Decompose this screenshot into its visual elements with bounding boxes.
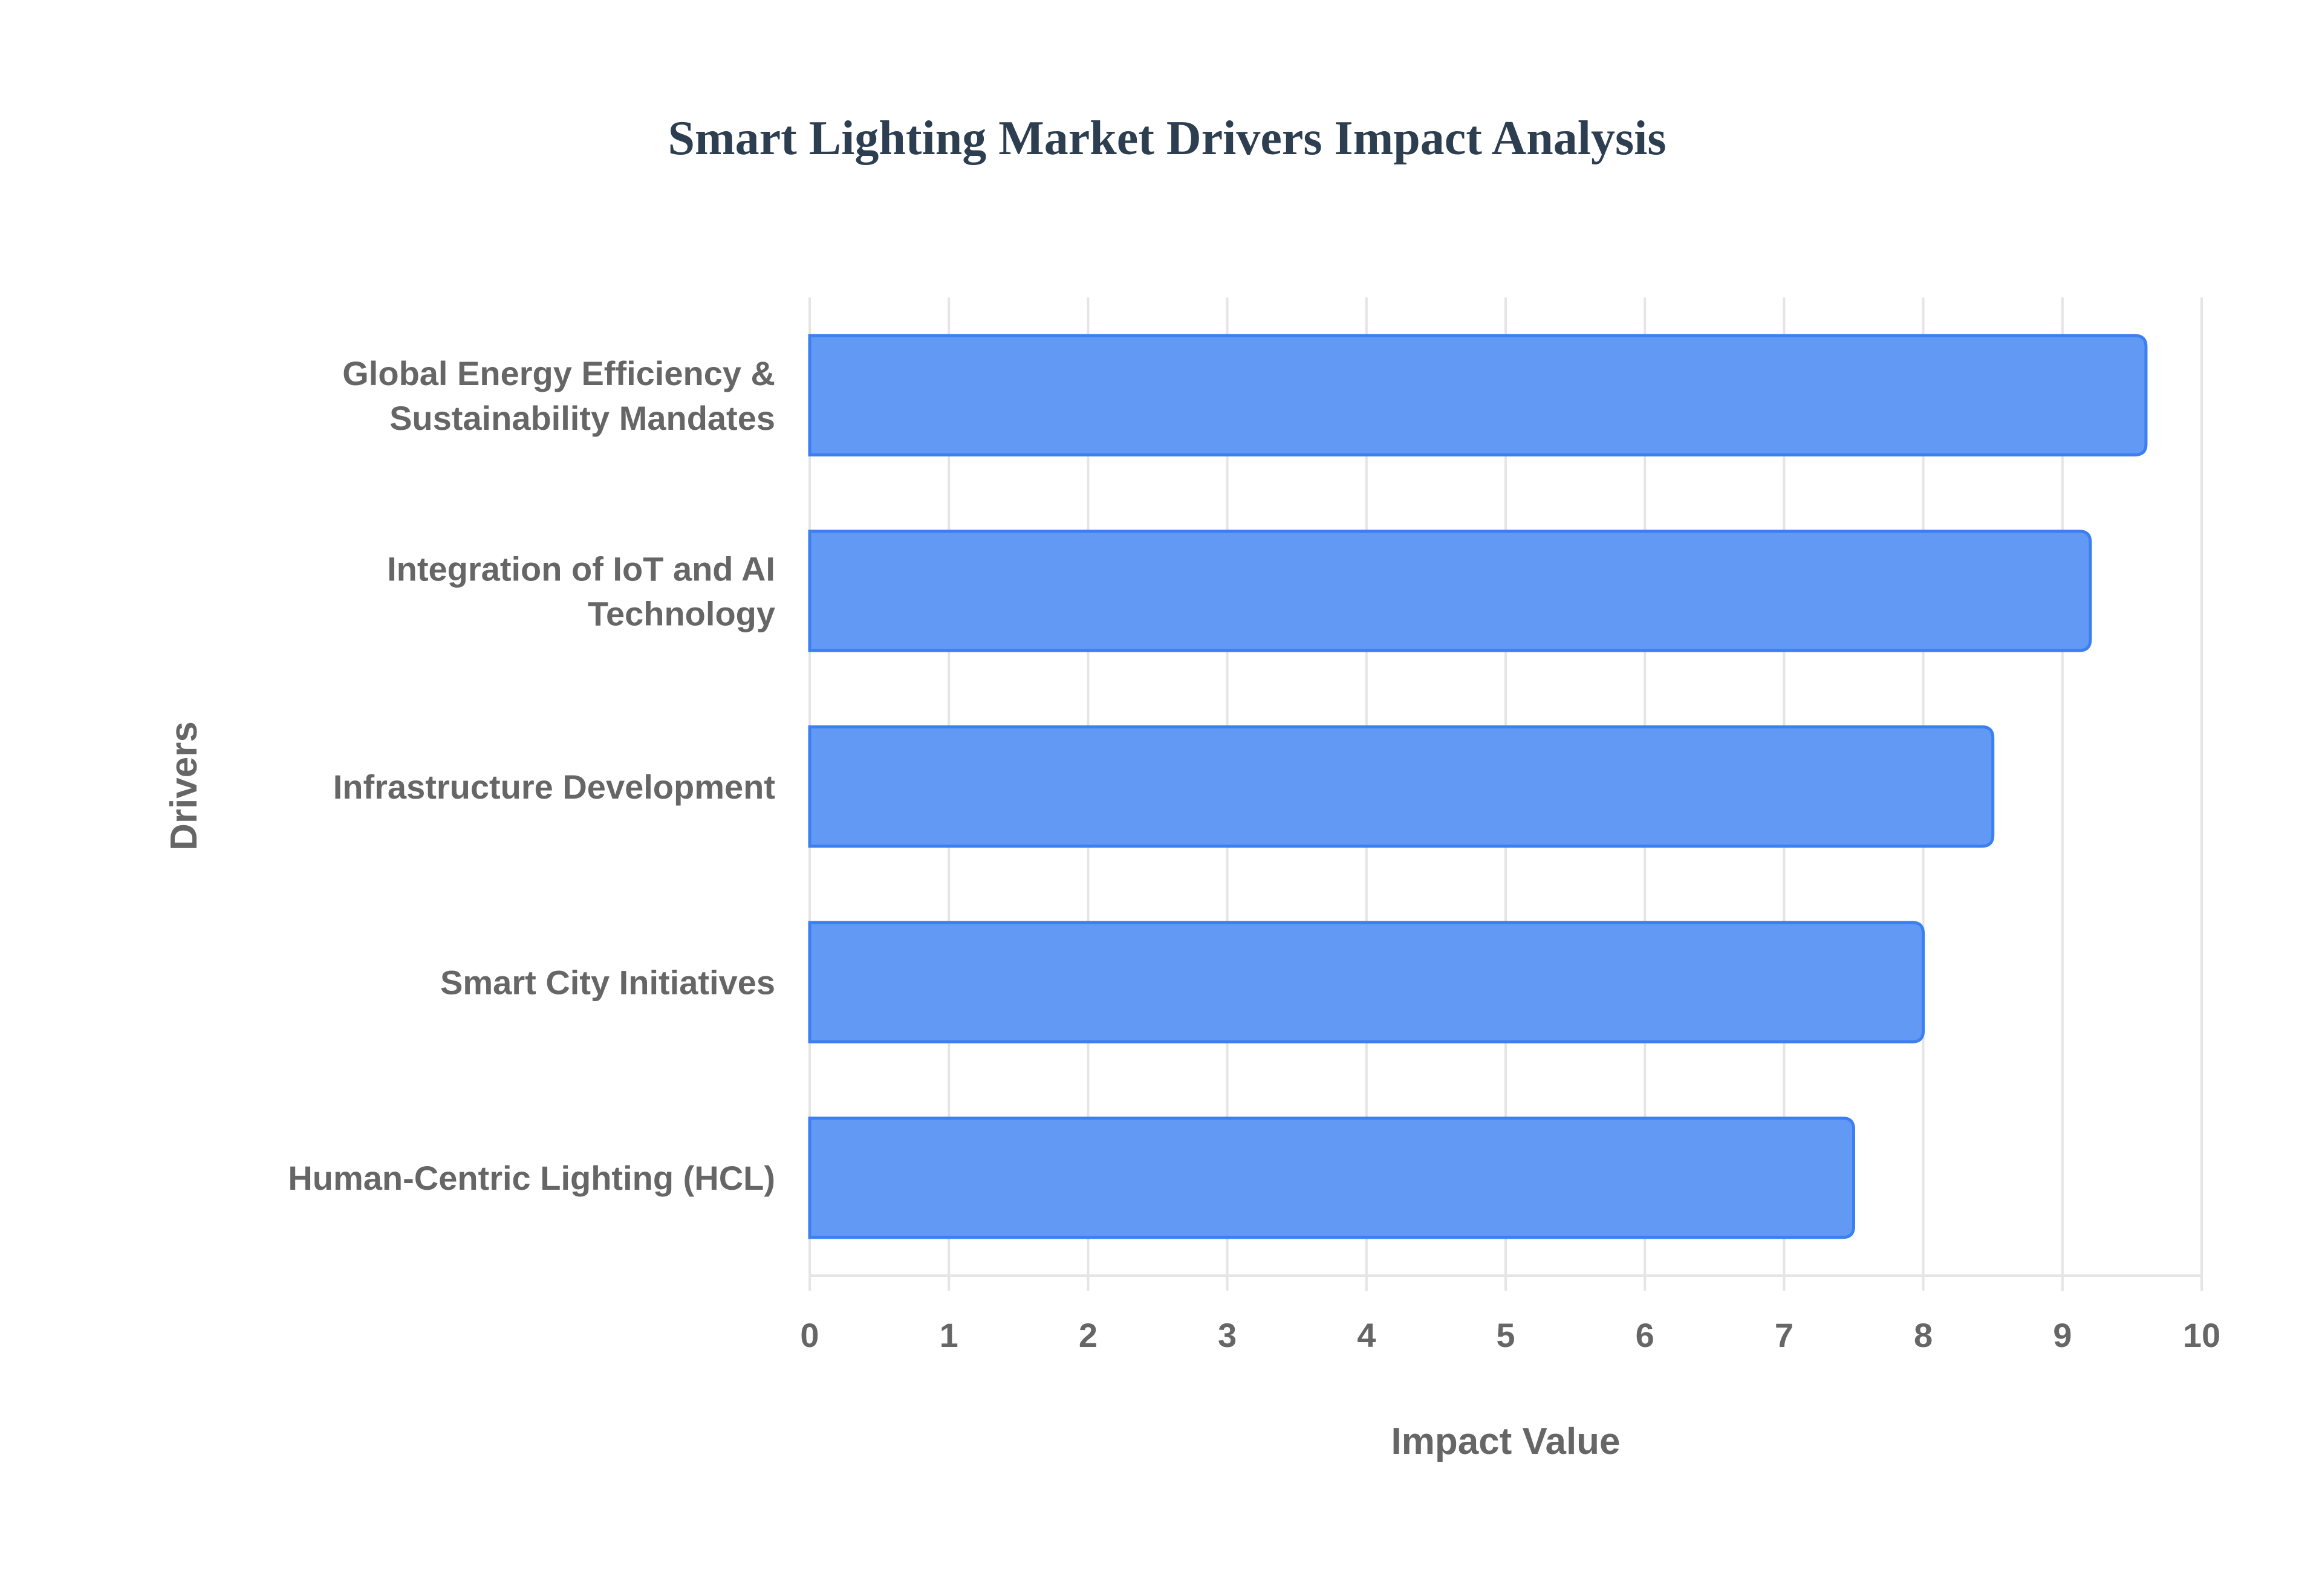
bar — [808, 334, 2148, 456]
y-tick-label: Smart City Initiatives — [440, 964, 775, 1002]
x-tick-label: 0 — [800, 1316, 819, 1354]
x-tick-label: 7 — [1775, 1316, 1794, 1354]
y-axis-title: Drivers — [163, 721, 205, 851]
bars — [808, 334, 2148, 1239]
x-tick-label: 2 — [1079, 1316, 1098, 1354]
x-tick-label: 3 — [1218, 1316, 1237, 1354]
y-tick-label: Human-Centric Lighting (HCL) — [288, 1159, 775, 1197]
x-tick-labels: 0 1 2 3 4 5 6 7 8 9 10 — [800, 1316, 2220, 1354]
chart-title: Smart Lighting Market Drivers Impact Ana… — [668, 112, 1666, 165]
bar — [808, 1117, 1855, 1239]
x-axis-title: Impact Value — [1391, 1421, 1620, 1462]
y-tick-labels: Global Energy Efficiency & Sustainability… — [288, 354, 775, 1197]
y-tick-label: Infrastructure Development — [333, 768, 775, 806]
bar — [808, 530, 2092, 652]
x-tick-label: 4 — [1357, 1316, 1376, 1354]
bar — [808, 921, 1925, 1043]
bar — [808, 725, 1995, 848]
x-tick-label: 6 — [1636, 1316, 1654, 1354]
y-tick-label: Global Energy Efficiency & Sustainability… — [342, 354, 775, 437]
x-tick-label: 5 — [1496, 1316, 1515, 1354]
y-tick-label: Integration of IoT and AI Technology — [387, 550, 775, 632]
x-tick-label: 10 — [2183, 1316, 2220, 1354]
x-tick-label: 9 — [2053, 1316, 2072, 1354]
x-tick-label: 8 — [1914, 1316, 1933, 1354]
x-tick-label: 1 — [940, 1316, 958, 1354]
